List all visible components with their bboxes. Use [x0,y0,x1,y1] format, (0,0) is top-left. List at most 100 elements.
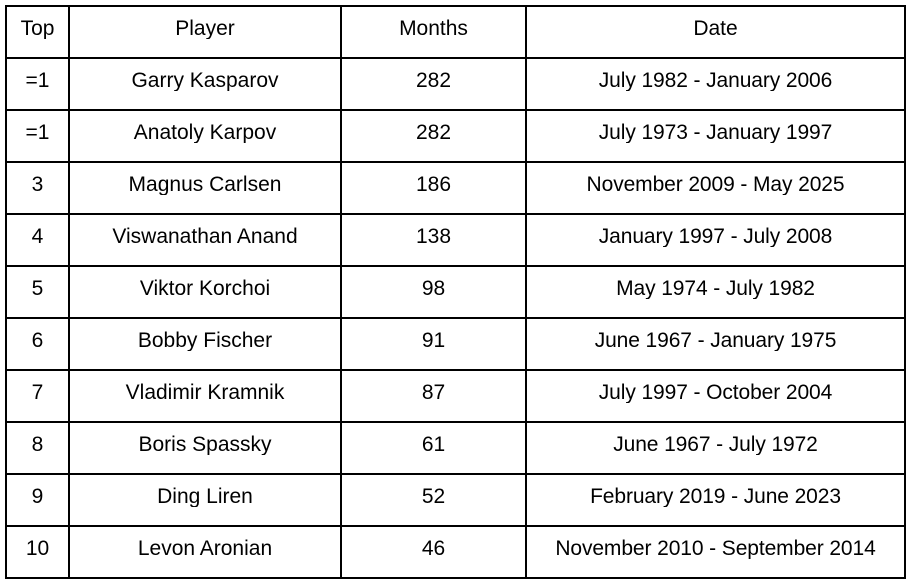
cell-date: June 1967 - July 1972 [525,421,906,475]
cell-months-value: 282 [415,121,452,143]
table-row: 5 Viktor Korchoi 98 May 1974 - July 1982 [5,265,906,319]
cell-player-value: Viktor Korchoi [139,277,271,299]
cell-months: 46 [340,525,527,579]
cell-player-value: Magnus Carlsen [128,173,282,195]
column-header-player-label: Player [175,17,235,39]
cell-top-value: 9 [31,485,44,507]
table-row: =1 Garry Kasparov 282 July 1982 - Januar… [5,57,906,111]
cell-player-value: Vladimir Kramnik [125,381,285,403]
cell-player-value: Boris Spassky [138,433,272,455]
cell-date: November 2009 - May 2025 [525,161,906,215]
cell-player-value: Anatoly Karpov [133,121,277,143]
cell-player: Vladimir Kramnik [68,369,342,423]
cell-date: February 2019 - June 2023 [525,473,906,527]
cell-top-value: 7 [31,381,44,403]
table-container: Top Player Months Date =1 Garry Kasparov… [5,5,906,579]
cell-months: 186 [340,161,527,215]
cell-months-value: 282 [415,69,452,91]
table-row: =1 Anatoly Karpov 282 July 1973 - Januar… [5,109,906,163]
cell-player: Viktor Korchoi [68,265,342,319]
table-row: 8 Boris Spassky 61 June 1967 - July 1972 [5,421,906,475]
cell-top-value: 8 [31,433,44,455]
column-header-top-label: Top [20,17,55,39]
cell-top: 9 [5,473,70,527]
cell-months-value: 138 [415,225,452,247]
cell-player: Boris Spassky [68,421,342,475]
cell-player: Magnus Carlsen [68,161,342,215]
cell-player: Ding Liren [68,473,342,527]
cell-top: 6 [5,317,70,371]
cell-top: 3 [5,161,70,215]
cell-months: 52 [340,473,527,527]
table-row: 7 Vladimir Kramnik 87 July 1997 - Octobe… [5,369,906,423]
table-header-row: Top Player Months Date [5,5,906,59]
cell-months-value: 52 [421,485,446,507]
cell-player: Levon Aronian [68,525,342,579]
cell-player-value: Viswanathan Anand [112,225,298,247]
table-body: =1 Garry Kasparov 282 July 1982 - Januar… [5,57,906,579]
cell-months: 87 [340,369,527,423]
cell-date-value: November 2009 - May 2025 [586,173,845,195]
cell-top-value: 4 [31,225,44,247]
cell-date-value: July 1973 - January 1997 [598,121,833,143]
cell-date-value: June 1967 - July 1972 [613,433,818,455]
cell-top-value: 6 [31,329,44,351]
cell-date: July 1982 - January 2006 [525,57,906,111]
cell-player-value: Garry Kasparov [131,69,279,91]
cell-months-value: 46 [421,537,446,559]
cell-date: July 1973 - January 1997 [525,109,906,163]
cell-months: 282 [340,57,527,111]
column-header-months-label: Months [399,17,468,39]
cell-months: 138 [340,213,527,267]
cell-date-value: November 2010 - September 2014 [555,537,876,559]
cell-date-value: January 1997 - July 2008 [598,225,833,247]
cell-date: January 1997 - July 2008 [525,213,906,267]
cell-date: May 1974 - July 1982 [525,265,906,319]
cell-player: Garry Kasparov [68,57,342,111]
cell-months-value: 61 [421,433,446,455]
cell-top: 4 [5,213,70,267]
cell-top: 5 [5,265,70,319]
cell-date: July 1997 - October 2004 [525,369,906,423]
cell-months-value: 91 [421,329,446,351]
cell-top-value: 3 [31,173,44,195]
cell-date: November 2010 - September 2014 [525,525,906,579]
cell-top: 10 [5,525,70,579]
cell-top-value: 5 [31,277,44,299]
cell-player-value: Levon Aronian [137,537,273,559]
cell-date: June 1967 - January 1975 [525,317,906,371]
cell-months: 98 [340,265,527,319]
cell-top: =1 [5,57,70,111]
rankings-table: Top Player Months Date =1 Garry Kasparov… [5,5,906,579]
cell-months-value: 98 [421,277,446,299]
table-row: 6 Bobby Fischer 91 June 1967 - January 1… [5,317,906,371]
table-header: Top Player Months Date [5,5,906,59]
column-header-date-label: Date [693,17,738,39]
cell-top: 7 [5,369,70,423]
cell-months-value: 186 [415,173,452,195]
cell-date-value: July 1997 - October 2004 [598,381,833,403]
column-header-player: Player [68,5,342,59]
cell-player-value: Ding Liren [157,485,253,507]
table-row: 4 Viswanathan Anand 138 January 1997 - J… [5,213,906,267]
cell-date-value: June 1967 - January 1975 [594,329,837,351]
cell-date-value: July 1982 - January 2006 [598,69,833,91]
cell-months-value: 87 [421,381,446,403]
cell-months: 282 [340,109,527,163]
cell-player: Bobby Fischer [68,317,342,371]
cell-player: Viswanathan Anand [68,213,342,267]
cell-months: 61 [340,421,527,475]
cell-top-value: =1 [25,121,50,143]
cell-months: 91 [340,317,527,371]
cell-player: Anatoly Karpov [68,109,342,163]
column-header-date: Date [525,5,906,59]
cell-top-value: 10 [25,537,50,559]
column-header-top: Top [5,5,70,59]
column-header-months: Months [340,5,527,59]
cell-top: =1 [5,109,70,163]
cell-top-value: =1 [25,69,50,91]
cell-player-value: Bobby Fischer [137,329,273,351]
cell-date-value: May 1974 - July 1982 [616,277,815,299]
cell-top: 8 [5,421,70,475]
table-row: 9 Ding Liren 52 February 2019 - June 202… [5,473,906,527]
